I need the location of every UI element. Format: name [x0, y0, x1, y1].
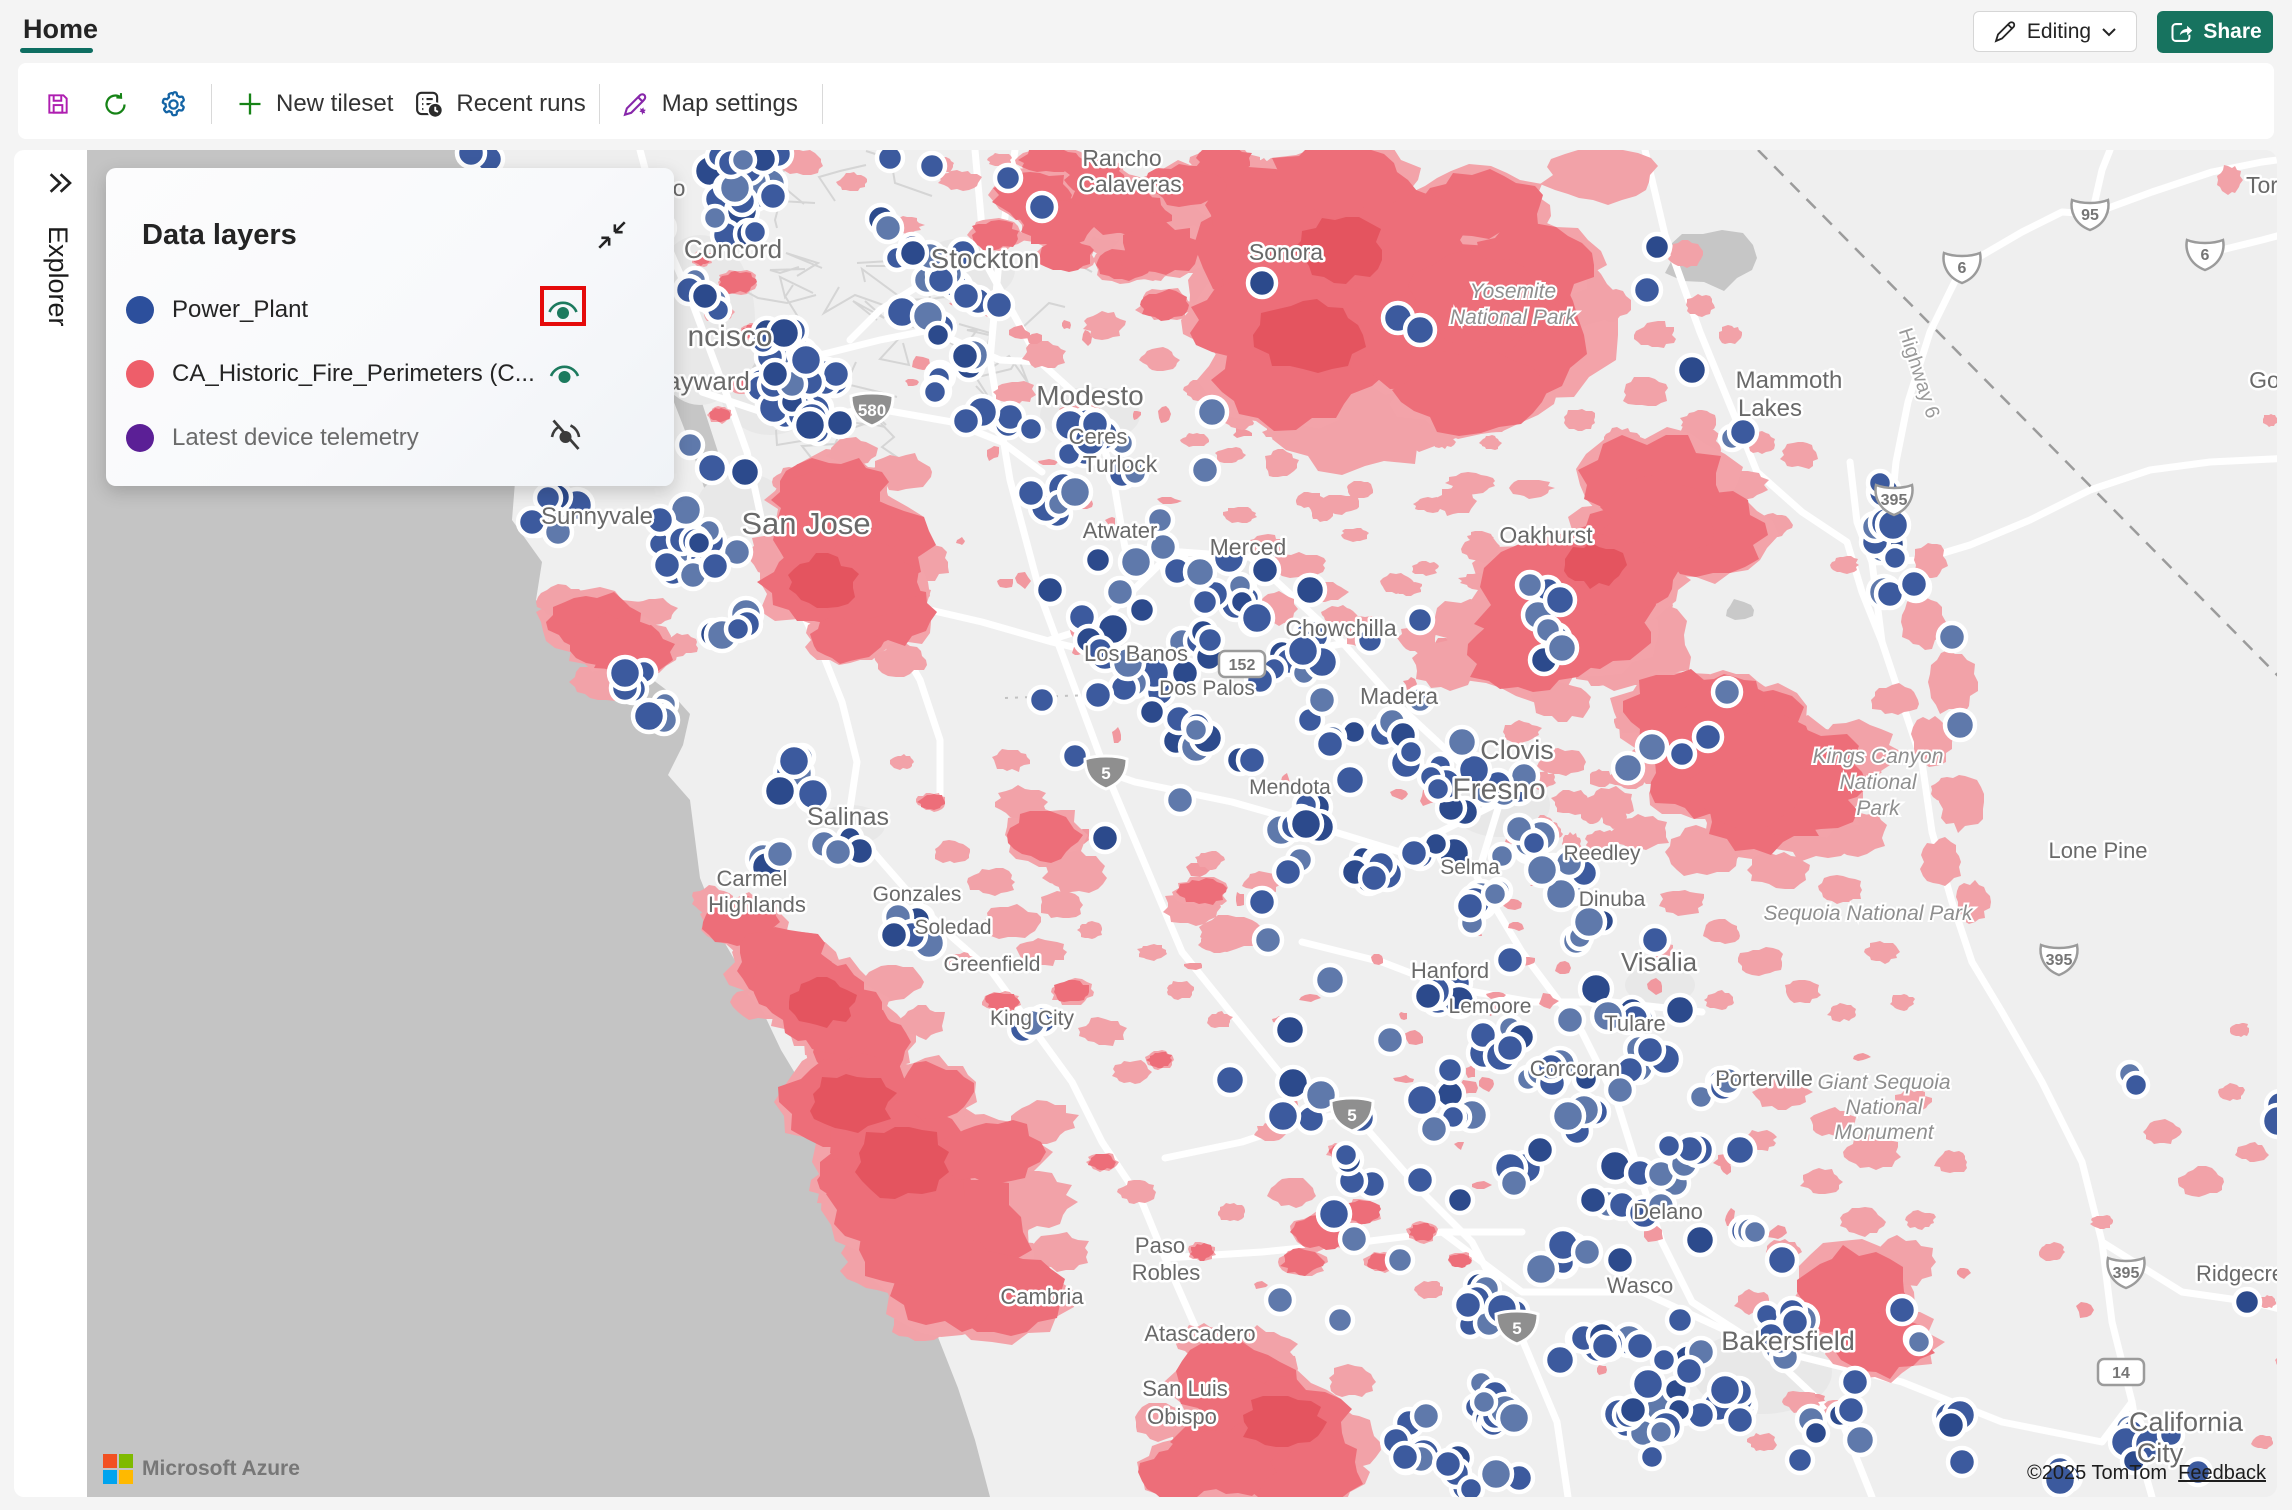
- svg-text:Delano: Delano: [1633, 1199, 1703, 1224]
- svg-text:Yosemite: Yosemite: [1470, 280, 1556, 303]
- svg-text:Dos Palos: Dos Palos: [1159, 677, 1255, 700]
- svg-text:Gol: Gol: [2249, 367, 2277, 393]
- svg-text:Stockton: Stockton: [931, 243, 1040, 274]
- svg-text:Cambria: Cambria: [1000, 1284, 1084, 1309]
- svg-text:Reedley: Reedley: [1563, 842, 1641, 865]
- svg-text:14: 14: [2112, 1365, 2130, 1382]
- svg-text:King City: King City: [990, 1007, 1075, 1030]
- svg-text:City: City: [2137, 1438, 2184, 1468]
- svg-text:Selma: Selma: [1440, 856, 1500, 879]
- svg-text:5: 5: [1101, 764, 1110, 783]
- svg-text:Robles: Robles: [1132, 1260, 1200, 1285]
- svg-text:395: 395: [1881, 492, 1908, 509]
- svg-text:ncisco: ncisco: [687, 320, 772, 353]
- svg-text:Tulare: Tulare: [1604, 1011, 1666, 1036]
- svg-text:Chowchilla: Chowchilla: [1285, 615, 1396, 641]
- svg-text:5: 5: [1347, 1106, 1356, 1125]
- svg-text:Madera: Madera: [1360, 683, 1438, 709]
- svg-text:National: National: [1845, 1096, 1923, 1119]
- svg-text:Lone Pine: Lone Pine: [2048, 838, 2147, 863]
- svg-text:Paso: Paso: [1135, 1233, 1185, 1258]
- svg-text:Bakersfield: Bakersfield: [1721, 1326, 1855, 1356]
- svg-text:National Park: National Park: [1450, 306, 1578, 329]
- svg-text:Greenfield: Greenfield: [944, 953, 1041, 976]
- svg-text:Mammoth: Mammoth: [1736, 367, 1843, 394]
- svg-text:Calaveras: Calaveras: [1078, 171, 1182, 197]
- svg-text:California: California: [2129, 1407, 2244, 1437]
- svg-text:Giant Sequoia: Giant Sequoia: [1817, 1071, 1950, 1094]
- svg-text:Park: Park: [1856, 797, 1901, 820]
- svg-text:6: 6: [1958, 260, 1967, 277]
- svg-text:o: o: [673, 175, 686, 201]
- svg-text:National: National: [1839, 771, 1917, 794]
- svg-text:San Jose: San Jose: [741, 506, 870, 541]
- svg-text:Mendota: Mendota: [1249, 776, 1331, 799]
- svg-text:Obispo: Obispo: [1147, 1404, 1217, 1429]
- svg-text:Dinuba: Dinuba: [1579, 888, 1646, 911]
- svg-text:152: 152: [1229, 657, 1256, 674]
- svg-text:Lakes: Lakes: [1738, 395, 1802, 422]
- svg-text:Sunnyvale: Sunnyvale: [541, 503, 653, 530]
- svg-text:395: 395: [2113, 1265, 2140, 1282]
- svg-text:Porterville: Porterville: [1715, 1066, 1813, 1091]
- svg-text:Gonzales: Gonzales: [873, 883, 962, 906]
- svg-text:5: 5: [1512, 1319, 1521, 1338]
- svg-text:Carmel: Carmel: [717, 866, 788, 891]
- svg-text:Soledad: Soledad: [914, 916, 991, 939]
- svg-text:6: 6: [2201, 247, 2210, 264]
- svg-text:Sonora: Sonora: [1249, 239, 1323, 265]
- svg-text:Clovis: Clovis: [1480, 735, 1554, 765]
- svg-text:Modesto: Modesto: [1036, 380, 1143, 411]
- svg-text:Sequoia National Park: Sequoia National Park: [1764, 902, 1974, 925]
- svg-text:Merced: Merced: [1210, 534, 1287, 560]
- svg-text:395: 395: [2046, 952, 2073, 969]
- svg-text:Tor: Tor: [2246, 172, 2277, 198]
- svg-text:Monument: Monument: [1834, 1121, 1934, 1144]
- svg-text:Ceres: Ceres: [1069, 424, 1128, 449]
- svg-text:Rancho: Rancho: [1082, 150, 1161, 171]
- svg-text:Atwater: Atwater: [1083, 518, 1158, 543]
- svg-text:Wasco: Wasco: [1607, 1273, 1673, 1298]
- svg-text:Visalia: Visalia: [1621, 947, 1698, 977]
- svg-text:Ridgecre: Ridgecre: [2196, 1261, 2277, 1286]
- svg-text:95: 95: [2081, 207, 2099, 224]
- svg-text:Los Banos: Los Banos: [1084, 641, 1188, 666]
- svg-text:Fresno: Fresno: [1452, 773, 1545, 806]
- svg-text:San Luis: San Luis: [1142, 1376, 1228, 1401]
- svg-text:Salinas: Salinas: [807, 803, 889, 831]
- svg-text:Turlock: Turlock: [1083, 451, 1158, 477]
- svg-text:580: 580: [858, 401, 886, 420]
- svg-text:ayward: ayward: [666, 366, 750, 396]
- svg-text:Corcoran: Corcoran: [1530, 1056, 1620, 1081]
- svg-text:Kings Canyon: Kings Canyon: [1813, 745, 1944, 768]
- svg-text:Lemoore: Lemoore: [1449, 995, 1532, 1018]
- svg-text:Hanford: Hanford: [1411, 958, 1489, 983]
- svg-text:Oakhurst: Oakhurst: [1499, 522, 1593, 548]
- svg-text:Concord: Concord: [684, 234, 782, 264]
- svg-text:Highlands: Highlands: [708, 892, 806, 917]
- svg-text:Atascadero: Atascadero: [1144, 1321, 1255, 1346]
